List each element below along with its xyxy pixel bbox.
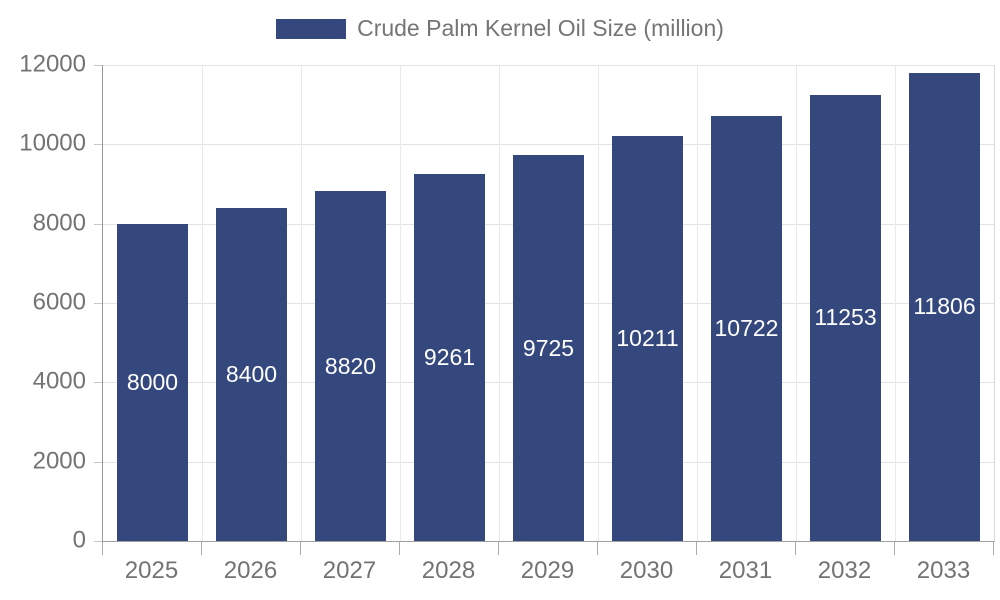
y-tick-mark-8000 bbox=[94, 223, 102, 225]
y-tick-label-12000: 12000 bbox=[19, 50, 86, 78]
y-tick-label-6000: 6000 bbox=[32, 288, 86, 316]
bar-value-label-2032: 11253 bbox=[814, 304, 877, 331]
x-tick-mark-3 bbox=[399, 542, 400, 555]
h-gridline-10000 bbox=[103, 144, 994, 146]
bar-2033[interactable]: 11806 bbox=[909, 72, 980, 541]
v-gridline-6 bbox=[697, 65, 698, 541]
bar-value-label-2030: 10211 bbox=[616, 324, 679, 351]
bar-value-label-2028: 9261 bbox=[423, 343, 476, 370]
y-tick-mark-6000 bbox=[94, 303, 102, 304]
bar-2025[interactable]: 8000 bbox=[117, 223, 188, 541]
v-gridline-7 bbox=[796, 65, 797, 541]
v-gridline-4 bbox=[499, 65, 500, 541]
bar-2027[interactable]: 8820 bbox=[315, 191, 386, 541]
bar-2031[interactable]: 10722 bbox=[711, 115, 782, 541]
legend-item[interactable]: Crude Palm Kernel Oil Size (million) bbox=[0, 13, 1000, 45]
y-tick-label-2000: 2000 bbox=[32, 447, 86, 475]
x-tick-mark-7 bbox=[795, 542, 796, 555]
x-tick-label-2027: 2027 bbox=[322, 557, 377, 584]
v-gridline-1 bbox=[202, 65, 203, 541]
v-gridline-5 bbox=[598, 65, 599, 541]
v-gridline-8 bbox=[895, 65, 896, 541]
x-tick-mark-4 bbox=[498, 542, 499, 555]
y-tick-label-4000: 4000 bbox=[32, 367, 86, 395]
plot-area: 8000 8400 8820 9261 9725 10211 10722 11253 11806 bbox=[102, 65, 995, 542]
bar-value-label-2031: 10722 bbox=[714, 314, 779, 341]
x-tick-mark-6 bbox=[696, 542, 697, 555]
y-tick-label-0: 0 bbox=[72, 526, 86, 554]
y-tick-mark-2000 bbox=[94, 461, 102, 463]
bar-value-label-2027: 8820 bbox=[324, 352, 377, 379]
bar-value-label-2033: 11806 bbox=[913, 293, 976, 320]
x-tick-mark-2 bbox=[300, 542, 301, 555]
bar-2028[interactable]: 9261 bbox=[414, 173, 485, 541]
x-tick-label-2026: 2026 bbox=[223, 557, 278, 584]
h-gridline-12000 bbox=[103, 65, 994, 66]
legend-swatch bbox=[276, 19, 347, 39]
x-tick-label-2032: 2032 bbox=[817, 557, 872, 584]
bar-value-label-2025: 8000 bbox=[126, 368, 179, 395]
x-tick-label-2031: 2031 bbox=[718, 557, 773, 584]
x-tick-label-2025: 2025 bbox=[124, 557, 179, 584]
v-gridline-2 bbox=[301, 65, 302, 541]
x-tick-mark-9 bbox=[993, 542, 994, 555]
y-tick-label-8000: 8000 bbox=[32, 209, 86, 237]
bar-2026[interactable]: 8400 bbox=[216, 207, 287, 541]
bar-2030[interactable]: 10211 bbox=[612, 135, 683, 541]
x-tick-mark-8 bbox=[894, 542, 895, 555]
v-gridline-3 bbox=[400, 65, 401, 541]
x-tick-label-2028: 2028 bbox=[421, 557, 476, 584]
bar-value-label-2026: 8400 bbox=[225, 360, 278, 387]
y-tick-mark-12000 bbox=[94, 65, 102, 66]
bar-2032[interactable]: 11253 bbox=[810, 94, 881, 541]
y-tick-mark-4000 bbox=[94, 382, 102, 384]
x-tick-mark-0 bbox=[102, 542, 103, 555]
y-tick-mark-10000 bbox=[94, 144, 102, 146]
x-tick-label-2033: 2033 bbox=[916, 557, 971, 584]
bar-2029[interactable]: 9725 bbox=[513, 155, 584, 541]
bar-value-label-2029: 9725 bbox=[522, 334, 575, 361]
x-tick-mark-1 bbox=[201, 542, 202, 555]
x-tick-mark-5 bbox=[597, 542, 598, 555]
legend-label: Crude Palm Kernel Oil Size (million) bbox=[357, 15, 724, 42]
x-tick-label-2029: 2029 bbox=[520, 557, 575, 584]
y-tick-mark-0 bbox=[94, 541, 102, 542]
x-tick-label-2030: 2030 bbox=[619, 557, 674, 584]
y-tick-label-10000: 10000 bbox=[19, 129, 86, 157]
